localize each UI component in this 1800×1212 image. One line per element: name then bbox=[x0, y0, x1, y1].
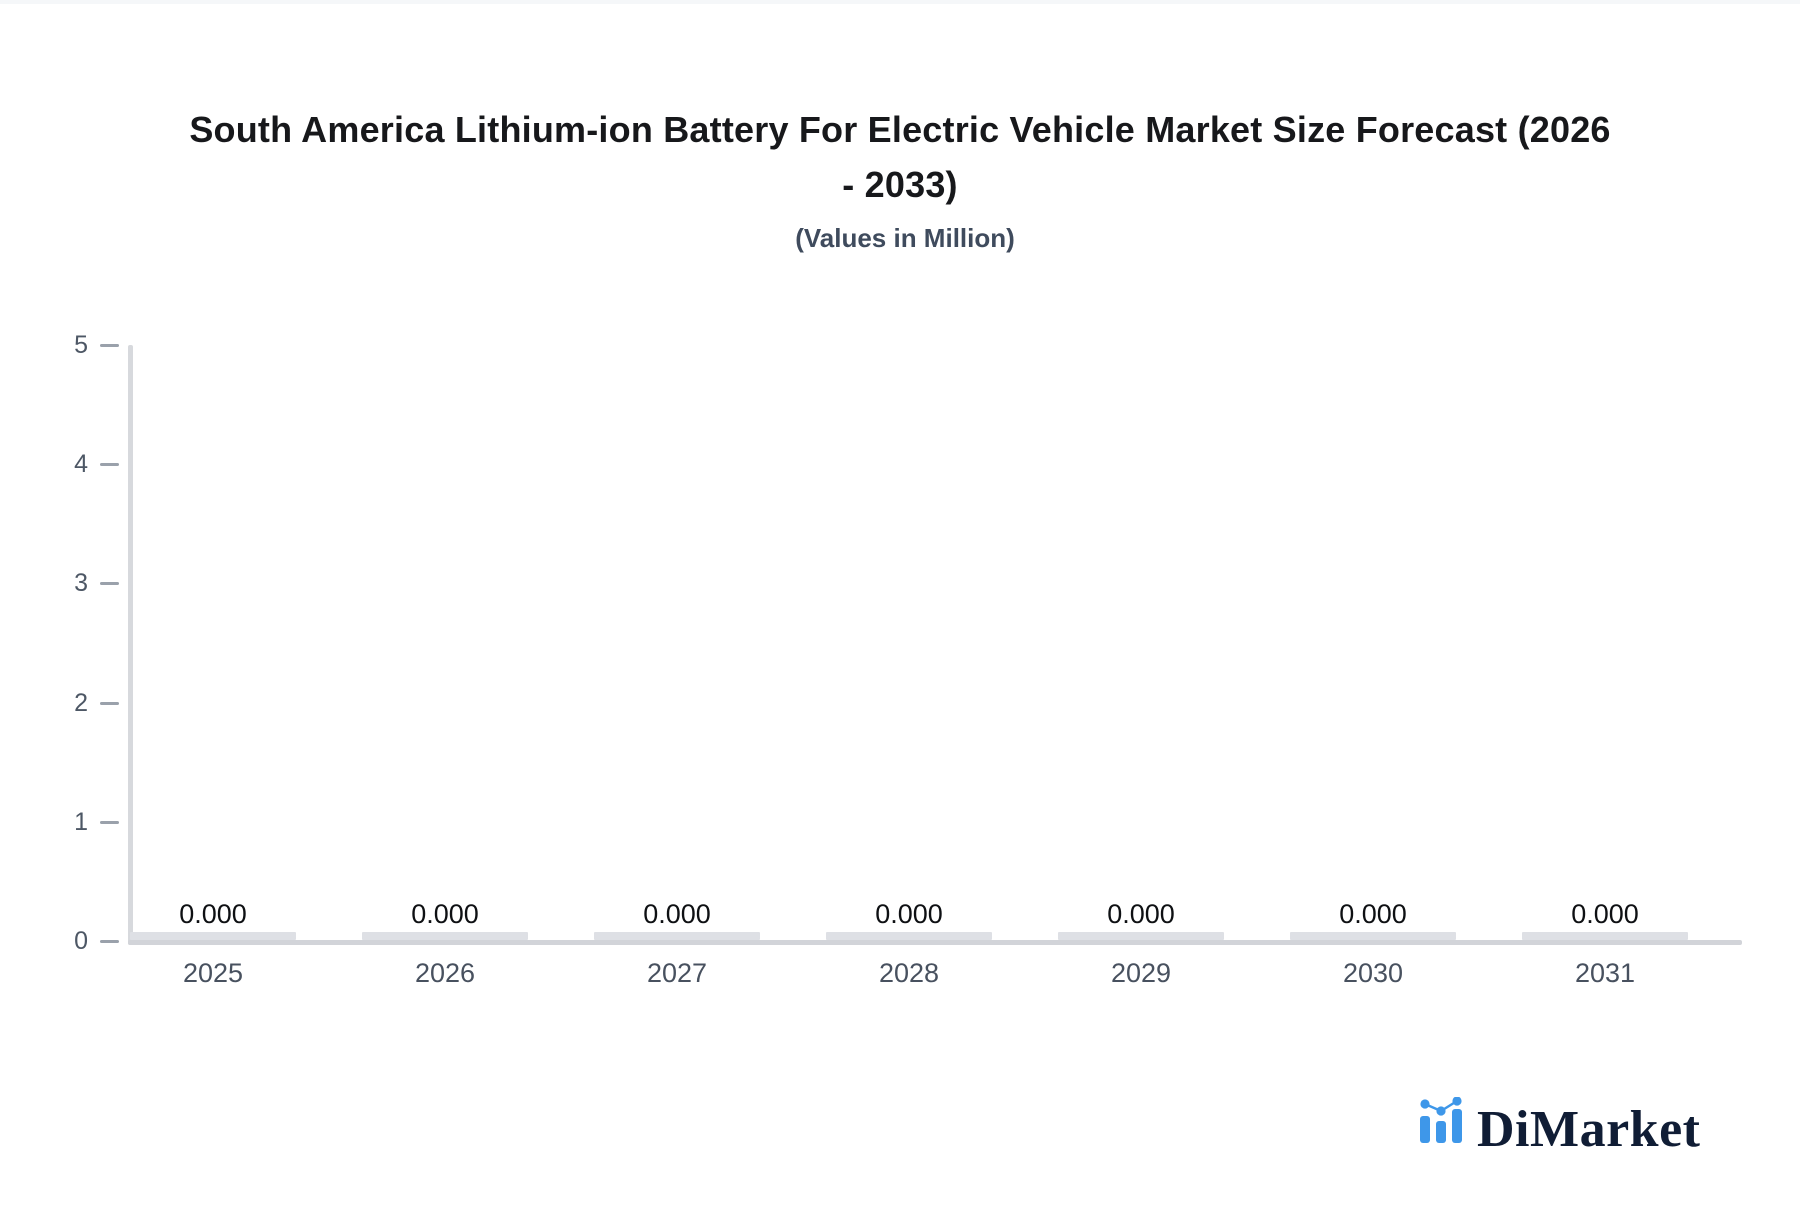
page-top-border bbox=[0, 0, 1800, 4]
chart-title: South America Lithium-ion Battery For El… bbox=[90, 102, 1710, 212]
y-tick-label: 1 bbox=[74, 807, 88, 836]
y-tick-mark bbox=[100, 582, 119, 586]
bar-value-label: 0.000 bbox=[179, 899, 247, 929]
bar[interactable] bbox=[826, 932, 992, 940]
bar-slot: 0.000 2025 bbox=[97, 895, 329, 1005]
y-tick-mark bbox=[100, 344, 119, 347]
y-tick-label: 3 bbox=[74, 569, 88, 598]
bar-slot: 0.000 2027 bbox=[561, 895, 793, 1005]
x-axis-category-label: 2026 bbox=[414, 958, 476, 988]
y-tick-label: 4 bbox=[74, 450, 88, 479]
y-axis-line bbox=[128, 345, 133, 945]
bar-value-label: 0.000 bbox=[1107, 899, 1175, 929]
y-tick-mark bbox=[100, 940, 119, 943]
dimarket-logo-text: DiMarket bbox=[1477, 1101, 1701, 1158]
bar-value-label: 0.000 bbox=[411, 899, 479, 929]
bar-slot: 0.000 2026 bbox=[329, 895, 561, 1005]
y-tick-mark bbox=[100, 463, 119, 467]
x-axis-category-label: 2028 bbox=[878, 958, 940, 988]
bar-slot: 0.000 2029 bbox=[1025, 895, 1257, 1005]
x-axis-line bbox=[128, 940, 1742, 945]
bar-slot: 0.000 2030 bbox=[1257, 895, 1489, 1005]
bar-value-label: 0.000 bbox=[1339, 899, 1407, 929]
bar-slot: 0.000 2031 bbox=[1489, 895, 1721, 1005]
x-axis-category-label: 2031 bbox=[1574, 958, 1636, 988]
bar-value-label: 0.000 bbox=[643, 899, 711, 929]
x-axis-category-label: 2025 bbox=[182, 958, 244, 988]
bar[interactable] bbox=[1058, 932, 1224, 940]
bar[interactable] bbox=[130, 932, 296, 940]
chart-subtitle: (Values in Million) bbox=[795, 223, 1015, 253]
bar-value-label: 0.000 bbox=[875, 899, 943, 929]
bar[interactable] bbox=[1290, 932, 1456, 940]
x-axis-category-label: 2029 bbox=[1110, 958, 1172, 988]
bar[interactable] bbox=[1522, 932, 1688, 940]
bar-value-label: 0.000 bbox=[1571, 899, 1639, 929]
x-axis-category-label: 2027 bbox=[646, 958, 708, 988]
chart-title-line1: South America Lithium-ion Battery For El… bbox=[189, 109, 1611, 150]
y-tick-mark bbox=[100, 820, 119, 824]
x-axis-category-label: 2030 bbox=[1342, 958, 1404, 988]
y-tick-label: 0 bbox=[74, 927, 88, 955]
bar[interactable] bbox=[362, 932, 528, 940]
bar-chart-trend-icon bbox=[1420, 1097, 1462, 1143]
bar[interactable] bbox=[594, 932, 760, 940]
y-tick-label: 5 bbox=[74, 331, 88, 359]
dimarket-logo: DiMarket bbox=[1420, 1097, 1701, 1158]
bar-slot: 0.000 2028 bbox=[793, 895, 1025, 1005]
y-tick-label: 2 bbox=[74, 688, 88, 717]
y-tick-mark bbox=[100, 701, 119, 705]
chart-title-line2: - 2033) bbox=[842, 164, 958, 205]
